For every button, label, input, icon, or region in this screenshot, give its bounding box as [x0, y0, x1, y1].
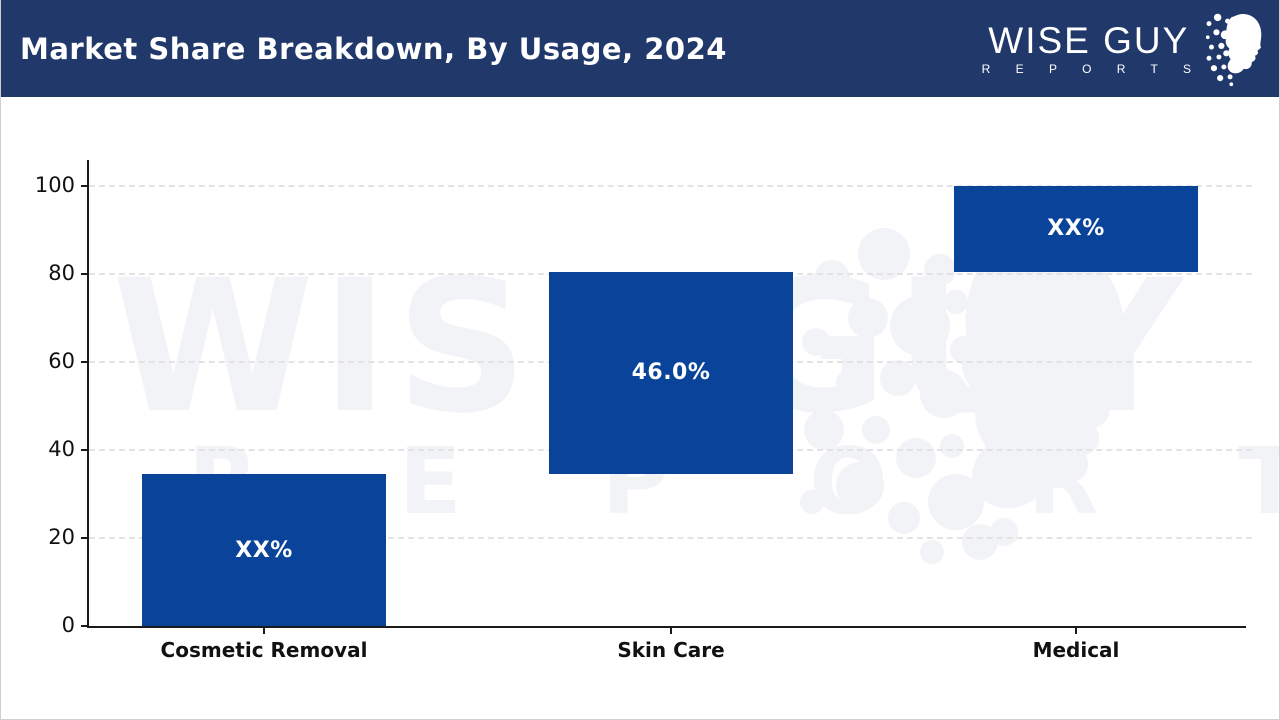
wiseguy-logo: WISE GUY R E P O R T S [976, 10, 1266, 88]
x-axis-category-label: Medical [1032, 638, 1120, 662]
y-axis-tick-mark [81, 537, 89, 539]
y-axis-tick-label: 60 [48, 349, 75, 373]
y-axis-tick-mark [81, 273, 89, 275]
y-axis-line [87, 160, 89, 628]
wiseguy-face-icon [1205, 13, 1262, 86]
gridline-y100 [89, 185, 1252, 187]
y-axis-tick-mark [81, 449, 89, 451]
y-axis-tick-label: 20 [48, 525, 75, 549]
bar-value-label: XX% [235, 537, 293, 563]
x-axis-tick-mark [263, 626, 265, 634]
bar-cosmetic-removal: XX% [142, 474, 386, 626]
gridline-y20 [89, 537, 1252, 539]
x-axis-tick-mark [1075, 626, 1077, 634]
bar-medical: XX% [954, 186, 1198, 272]
wiseguy-logo-text: WISE GUY R E P O R T S [976, 22, 1202, 75]
wiseguy-logo-name: WISE GUY [988, 20, 1190, 61]
y-axis-tick-label: 0 [61, 613, 75, 637]
x-axis-category-label: Cosmetic Removal [160, 638, 368, 662]
header-banner: Market Share Breakdown, By Usage, 2024 W… [0, 0, 1280, 97]
x-axis-line [87, 626, 1246, 628]
y-axis-tick-mark [81, 625, 89, 627]
bar-value-label: XX% [1047, 216, 1105, 242]
y-axis-tick-label: 80 [48, 261, 75, 285]
bar-skin-care: 46.0% [549, 271, 793, 475]
x-axis-category-label: Skin Care [617, 638, 725, 662]
y-axis-tick-mark [81, 361, 89, 363]
y-axis-tick-label: 40 [48, 437, 75, 461]
y-axis-tick-mark [81, 185, 89, 187]
page-title: Market Share Breakdown, By Usage, 2024 [20, 31, 727, 66]
y-axis-tick-label: 100 [34, 173, 75, 197]
x-axis-tick-mark [670, 626, 672, 634]
wiseguy-logo-sub: R E P O R T S [981, 62, 1202, 76]
bar-value-label: 46.0% [631, 360, 711, 386]
